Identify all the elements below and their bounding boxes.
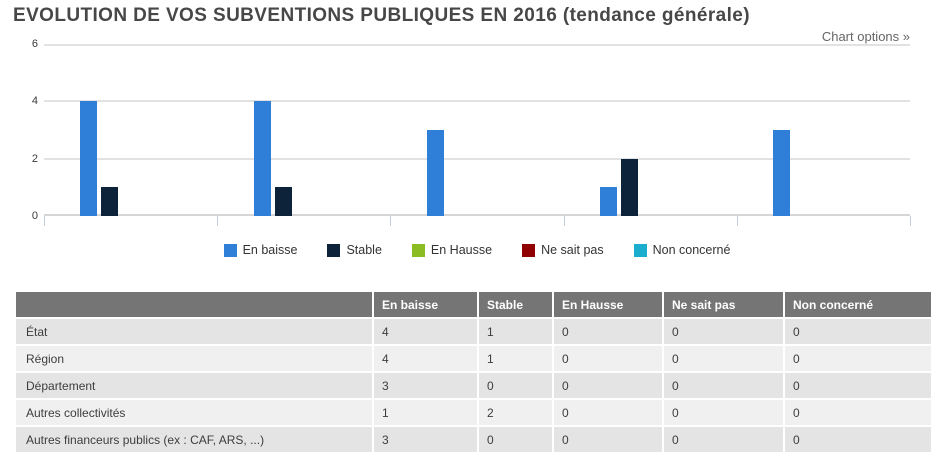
row-value: 0	[554, 319, 662, 344]
row-value: 3	[374, 427, 477, 452]
table-header-Ne sait pas: Ne sait pas	[664, 292, 783, 317]
row-value: 0	[664, 346, 783, 371]
gridline-6	[44, 44, 910, 46]
row-value: 1	[479, 346, 552, 371]
bar-Autres financeurs publics (ex : CAF, ARS, ...)-En baisse[interactable]	[773, 130, 790, 216]
table-row: Département 3 0 0 0 0	[16, 373, 931, 398]
legend-swatch-icon	[633, 243, 647, 257]
legend-swatch-icon	[522, 243, 536, 257]
x-axis-tick	[737, 216, 738, 226]
row-value: 3	[374, 373, 477, 398]
page-title: EVOLUTION DE VOS SUBVENTIONS PUBLIQUES E…	[13, 5, 750, 26]
row-value: 0	[479, 373, 552, 398]
table-header-Stable: Stable	[479, 292, 552, 317]
bar-Région-En baisse[interactable]	[254, 101, 271, 216]
legend-item-En baisse[interactable]: En baisse	[223, 243, 298, 257]
row-value: 0	[785, 400, 931, 425]
row-label: Autres collectivités	[16, 400, 372, 425]
bar-Département-En baisse[interactable]	[427, 130, 444, 216]
row-label: État	[16, 319, 372, 344]
table-header-En Hausse: En Hausse	[554, 292, 662, 317]
row-label: Département	[16, 373, 372, 398]
x-axis-tick	[44, 216, 45, 226]
legend-item-Non concerné[interactable]: Non concerné	[633, 243, 731, 257]
row-value: 0	[664, 427, 783, 452]
row-value: 0	[554, 346, 662, 371]
row-value: 0	[554, 400, 662, 425]
y-axis-tick-label: 0	[31, 210, 38, 222]
legend-item-label: Ne sait pas	[541, 243, 604, 257]
legend-item-Ne sait pas[interactable]: Ne sait pas	[522, 243, 604, 257]
row-value: 0	[785, 346, 931, 371]
gridline-0	[44, 214, 910, 216]
table-header-empty	[16, 292, 372, 317]
row-value: 0	[664, 400, 783, 425]
row-value: 0	[664, 373, 783, 398]
bar-État-Stable[interactable]	[101, 187, 118, 216]
table-row: Autres financeurs publics (ex : CAF, ARS…	[16, 427, 931, 452]
legend-swatch-icon	[327, 243, 341, 257]
row-value: 0	[785, 373, 931, 398]
table-header-En baisse: En baisse	[374, 292, 477, 317]
row-value: 0	[664, 319, 783, 344]
row-value: 4	[374, 319, 477, 344]
bar-chart-plot-area	[44, 44, 911, 226]
table-header-row: En baisse Stable En Hausse Ne sait pas Non c…	[16, 292, 931, 317]
legend-item-label: Non concerné	[652, 243, 731, 257]
legend-item-Stable[interactable]: Stable	[327, 243, 382, 257]
bar-État-En baisse[interactable]	[80, 101, 97, 216]
table-row: État 4 1 0 0 0	[16, 319, 931, 344]
x-axis-tick	[910, 216, 911, 226]
x-axis-tick	[564, 216, 565, 226]
row-value: 0	[479, 427, 552, 452]
row-value: 0	[554, 373, 662, 398]
row-value: 0	[785, 319, 931, 344]
legend-item-label: En Hausse	[430, 243, 493, 257]
gridline-2	[44, 157, 910, 160]
row-label: Région	[16, 346, 372, 371]
y-axis-tick-label: 2	[31, 152, 38, 165]
x-axis-tick	[217, 216, 218, 226]
bar-Région-Stable[interactable]	[275, 187, 292, 216]
legend-item-En Hausse[interactable]: En Hausse	[411, 243, 493, 257]
row-value: 0	[554, 427, 662, 452]
table-row: Région 4 1 0 0 0	[16, 346, 931, 371]
row-value: 0	[785, 427, 931, 452]
table-row: Autres collectivités 1 2 0 0 0	[16, 400, 931, 425]
row-value: 1	[479, 319, 552, 344]
y-axis-tick-label: 6	[31, 38, 38, 50]
row-value: 4	[374, 346, 477, 371]
bar-Autres collectivités-En baisse[interactable]	[600, 187, 617, 216]
results-table: En baisse Stable En Hausse Ne sait pas Non c…	[14, 290, 933, 454]
table-body: État 4 1 0 0 0 Région 4 1 0 0 0 Département 3 0 0 0 0 Autr…	[16, 319, 931, 452]
x-axis-tick	[390, 216, 391, 226]
row-value: 1	[374, 400, 477, 425]
bar-Autres collectivités-Stable[interactable]	[621, 159, 638, 216]
y-axis-tick-label: 4	[31, 95, 38, 108]
legend-item-label: En baisse	[242, 243, 298, 257]
chart-options-link[interactable]: Chart options »	[821, 29, 910, 45]
chart-legend: En baisse Stable En Hausse Ne sait pas Non c…	[44, 243, 910, 257]
legend-item-label: Stable	[346, 243, 382, 257]
legend-swatch-icon	[411, 243, 425, 257]
row-label: Autres financeurs publics (ex : CAF, ARS…	[16, 427, 372, 452]
row-value: 2	[479, 400, 552, 425]
gridline-4	[44, 100, 910, 103]
legend-swatch-icon	[223, 243, 237, 257]
table-header-Non concerné: Non concerné	[785, 292, 931, 317]
